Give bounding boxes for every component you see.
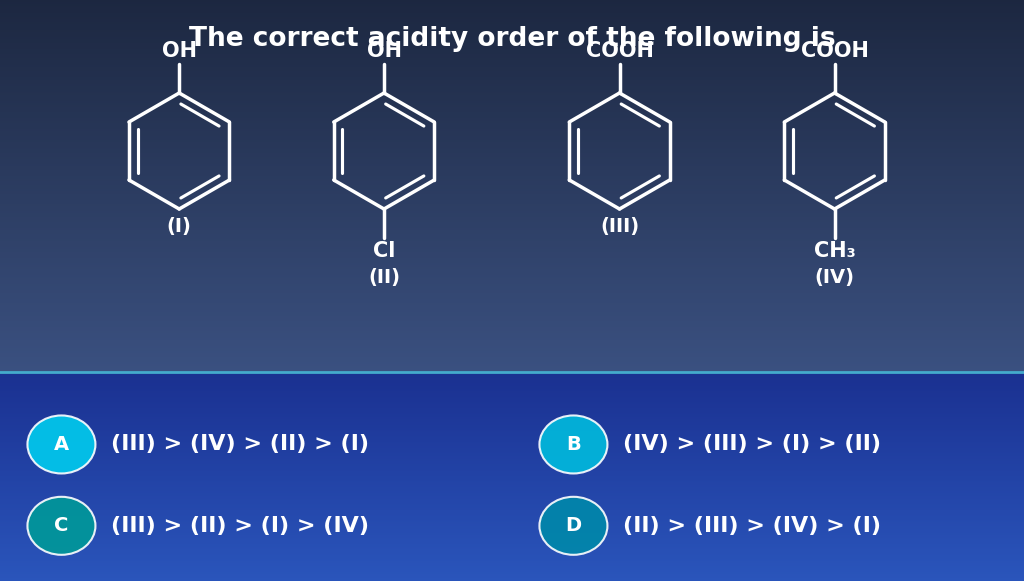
Ellipse shape	[540, 497, 607, 555]
Text: (IV) > (III) > (I) > (II): (IV) > (III) > (I) > (II)	[624, 435, 882, 454]
Text: D: D	[565, 517, 582, 535]
Text: COOH: COOH	[586, 41, 653, 61]
Text: (III) > (IV) > (II) > (I): (III) > (IV) > (II) > (I)	[112, 435, 370, 454]
Text: COOH: COOH	[801, 41, 868, 61]
Text: C: C	[54, 517, 69, 535]
Ellipse shape	[540, 415, 607, 474]
Text: (II): (II)	[368, 268, 400, 287]
Text: (II) > (III) > (IV) > (I): (II) > (III) > (IV) > (I)	[624, 516, 882, 536]
Text: (III) > (II) > (I) > (IV): (III) > (II) > (I) > (IV)	[112, 516, 370, 536]
Text: A: A	[54, 435, 69, 454]
Text: OH: OH	[162, 41, 197, 61]
Text: Cl: Cl	[373, 241, 395, 261]
Text: The correct acidity order of the following is: The correct acidity order of the followi…	[188, 26, 836, 52]
Text: (IV): (IV)	[814, 268, 855, 287]
Ellipse shape	[28, 497, 95, 555]
Text: CH₃: CH₃	[814, 241, 855, 261]
Text: (I): (I)	[167, 217, 191, 236]
Text: OH: OH	[367, 41, 401, 61]
Ellipse shape	[28, 415, 95, 474]
Text: B: B	[566, 435, 581, 454]
Text: (III): (III)	[600, 217, 639, 236]
